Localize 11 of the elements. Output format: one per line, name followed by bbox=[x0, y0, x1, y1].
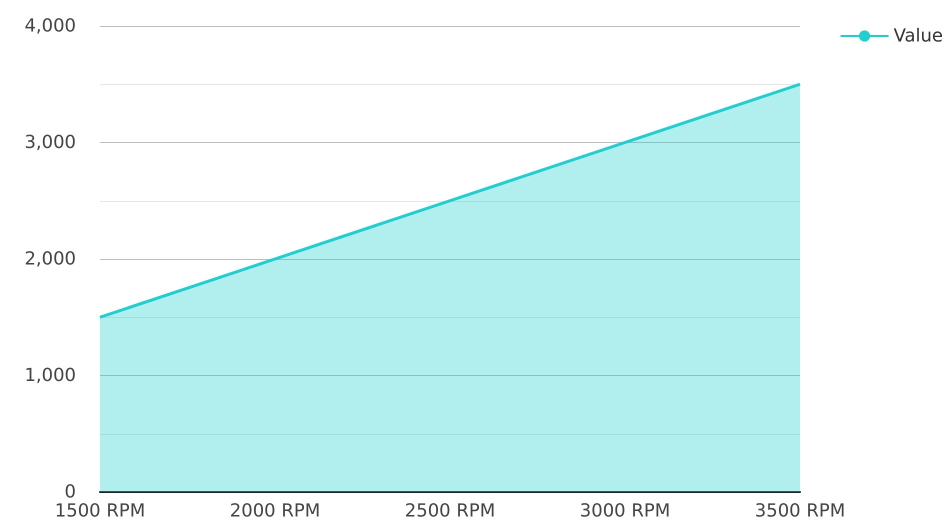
y-tick-label: 2,000 bbox=[24, 248, 76, 270]
x-tick-label: 3000 RPM bbox=[580, 500, 670, 522]
x-tick-label: 1500 RPM bbox=[54, 500, 146, 522]
x-tick-label: 3500 RPM bbox=[754, 500, 846, 522]
y-tick-label: 0 bbox=[64, 482, 76, 502]
legend-label: Value bbox=[894, 26, 944, 46]
y-tick-label: 4,000 bbox=[24, 16, 76, 36]
y-tick-label: 1,000 bbox=[24, 365, 76, 386]
y-tick-label: 3,000 bbox=[24, 132, 76, 153]
x-tick-label: 2500 RPM bbox=[404, 500, 496, 522]
x-tick-label: 2000 RPM bbox=[230, 500, 320, 522]
